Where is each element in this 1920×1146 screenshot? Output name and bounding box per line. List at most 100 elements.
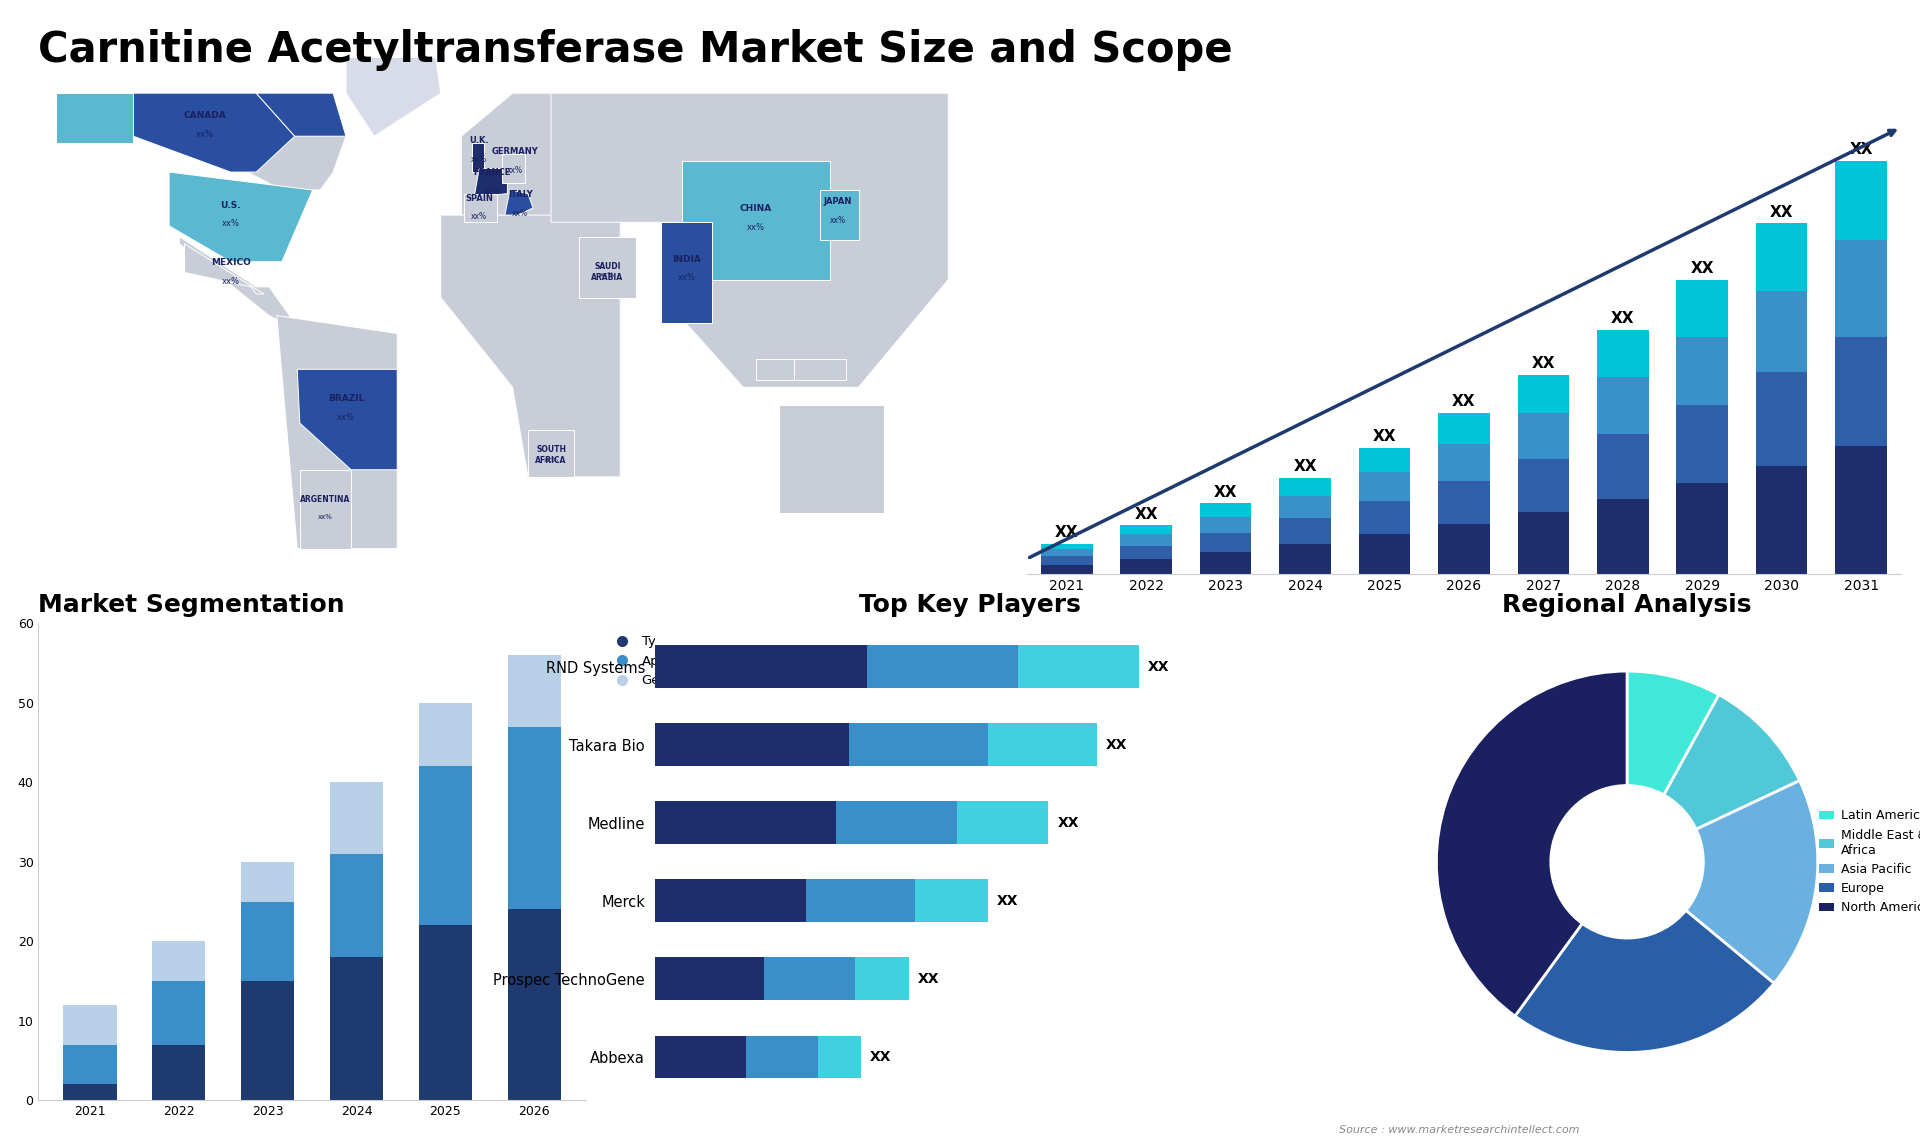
- Bar: [419, 702, 472, 767]
- Bar: [152, 981, 205, 1044]
- Text: MEXICO: MEXICO: [211, 258, 252, 267]
- Text: XX: XX: [1148, 660, 1169, 674]
- Text: XX: XX: [1849, 142, 1872, 157]
- Bar: [854, 957, 908, 1000]
- Bar: [1755, 291, 1807, 372]
- Text: XX: XX: [1294, 460, 1317, 474]
- Bar: [152, 1044, 205, 1100]
- Bar: [655, 1036, 745, 1078]
- Bar: [1200, 533, 1252, 551]
- Polygon shape: [300, 470, 351, 549]
- Polygon shape: [472, 143, 484, 172]
- Bar: [958, 801, 1048, 845]
- Text: SPAIN: SPAIN: [465, 194, 493, 203]
- Text: XX: XX: [1452, 394, 1476, 409]
- Bar: [1836, 241, 1887, 337]
- Bar: [1200, 551, 1252, 574]
- Bar: [1438, 481, 1490, 524]
- Text: xx%: xx%: [507, 166, 522, 174]
- Bar: [63, 1044, 117, 1084]
- Text: xx%: xx%: [221, 277, 240, 285]
- Text: xx%: xx%: [513, 209, 528, 218]
- Bar: [818, 1036, 860, 1078]
- Text: Carnitine Acetyltransferase Market Size and Scope: Carnitine Acetyltransferase Market Size …: [38, 29, 1233, 71]
- Text: xx%: xx%: [678, 273, 695, 282]
- Bar: [1018, 645, 1139, 688]
- Bar: [1279, 478, 1331, 496]
- Polygon shape: [820, 190, 858, 241]
- Bar: [1041, 549, 1092, 557]
- Bar: [655, 723, 849, 767]
- Bar: [1597, 377, 1649, 433]
- Bar: [1676, 280, 1728, 337]
- Bar: [1121, 525, 1171, 534]
- Bar: [63, 1005, 117, 1044]
- Text: ARGENTINA: ARGENTINA: [300, 495, 351, 504]
- Polygon shape: [795, 359, 845, 380]
- Text: XX: XX: [1611, 311, 1634, 327]
- Polygon shape: [346, 57, 442, 136]
- Bar: [1597, 330, 1649, 377]
- Polygon shape: [660, 222, 712, 323]
- Bar: [152, 941, 205, 981]
- Bar: [1836, 160, 1887, 241]
- Polygon shape: [551, 93, 948, 387]
- Polygon shape: [255, 93, 346, 136]
- Bar: [1755, 223, 1807, 291]
- Bar: [1836, 447, 1887, 574]
- Text: Source : www.marketresearchintellect.com: Source : www.marketresearchintellect.com: [1338, 1124, 1580, 1135]
- Bar: [1279, 496, 1331, 518]
- Text: U.K.: U.K.: [468, 136, 490, 146]
- Text: ITALY: ITALY: [509, 190, 532, 199]
- Wedge shape: [1626, 672, 1718, 795]
- Bar: [1041, 565, 1092, 574]
- Bar: [242, 902, 294, 981]
- Text: XX: XX: [1373, 429, 1396, 445]
- Bar: [1121, 534, 1171, 545]
- Bar: [764, 957, 854, 1000]
- Wedge shape: [1686, 780, 1818, 983]
- Text: xx%: xx%: [599, 273, 614, 278]
- Bar: [1517, 460, 1569, 512]
- Bar: [1517, 512, 1569, 574]
- Polygon shape: [682, 162, 829, 280]
- Bar: [745, 1036, 818, 1078]
- Legend: Type, Application, Geography: Type, Application, Geography: [603, 630, 722, 693]
- Polygon shape: [503, 154, 526, 183]
- Bar: [806, 879, 916, 923]
- Text: GERMANY: GERMANY: [492, 147, 538, 156]
- Polygon shape: [169, 172, 313, 261]
- Bar: [1517, 413, 1569, 460]
- Bar: [849, 723, 987, 767]
- Polygon shape: [461, 93, 589, 222]
- Text: XX: XX: [1770, 205, 1793, 220]
- Text: SOUTH
AFRICA: SOUTH AFRICA: [536, 445, 566, 465]
- Bar: [507, 910, 561, 1100]
- Text: xx%: xx%: [196, 129, 213, 139]
- Text: xx%: xx%: [747, 223, 764, 231]
- Text: xx%: xx%: [470, 212, 488, 221]
- Text: CHINA: CHINA: [739, 204, 772, 213]
- Text: xx%: xx%: [470, 155, 488, 164]
- Text: U.S.: U.S.: [221, 201, 240, 210]
- Text: JAPAN: JAPAN: [824, 197, 852, 206]
- Bar: [1041, 557, 1092, 565]
- Bar: [987, 723, 1096, 767]
- Bar: [1200, 517, 1252, 533]
- Bar: [1676, 405, 1728, 484]
- Text: XX: XX: [1135, 507, 1158, 521]
- Text: SAUDI
ARABIA: SAUDI ARABIA: [591, 261, 624, 282]
- Bar: [1755, 372, 1807, 466]
- Bar: [655, 879, 806, 923]
- Bar: [866, 645, 1018, 688]
- Bar: [330, 957, 384, 1100]
- Bar: [242, 981, 294, 1100]
- Bar: [1438, 445, 1490, 481]
- Bar: [419, 925, 472, 1100]
- Polygon shape: [132, 93, 294, 172]
- Bar: [655, 801, 837, 845]
- Bar: [1755, 466, 1807, 574]
- Polygon shape: [298, 369, 397, 470]
- Wedge shape: [1515, 910, 1774, 1052]
- Polygon shape: [56, 93, 132, 143]
